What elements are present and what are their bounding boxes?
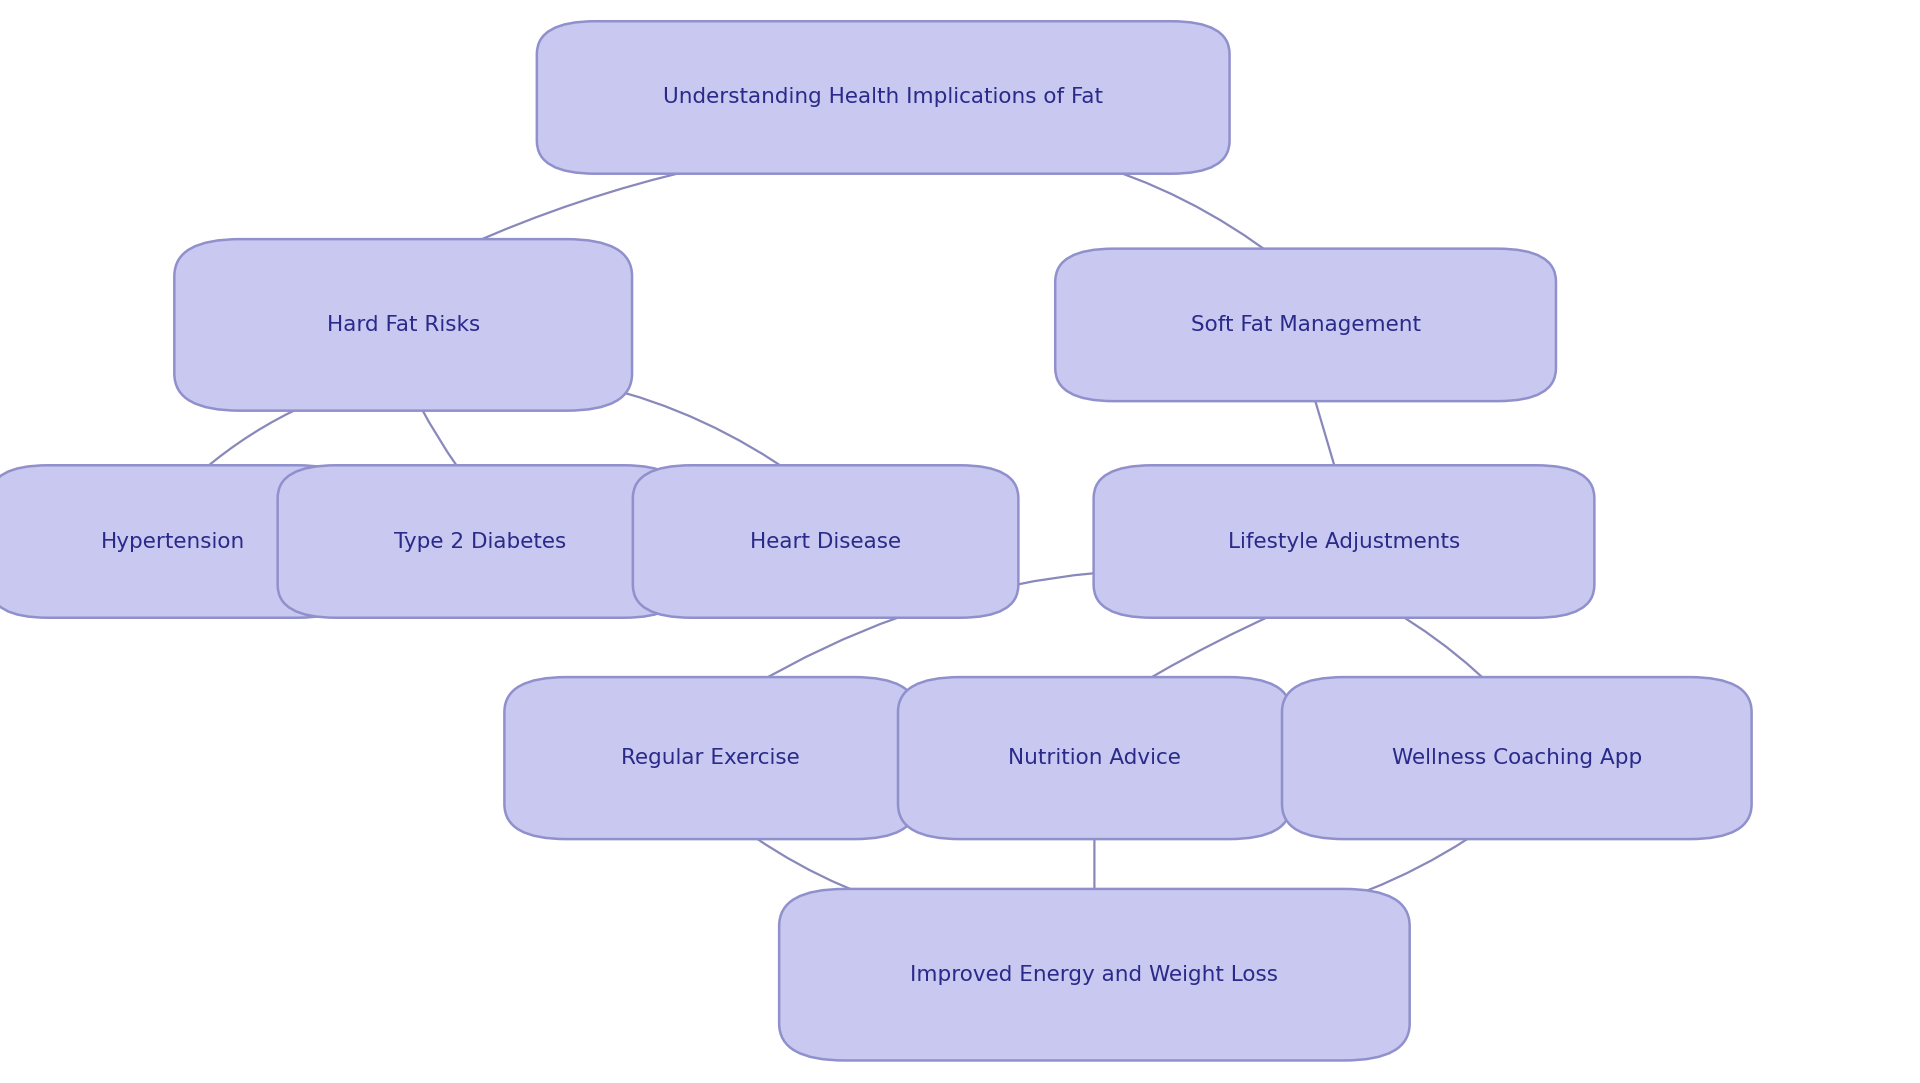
FancyBboxPatch shape (175, 239, 632, 410)
FancyBboxPatch shape (899, 677, 1290, 839)
Text: Improved Energy and Weight Loss: Improved Energy and Weight Loss (910, 965, 1279, 984)
FancyBboxPatch shape (634, 466, 1018, 617)
Text: Heart Disease: Heart Disease (751, 532, 900, 551)
FancyBboxPatch shape (780, 889, 1409, 1060)
Text: Regular Exercise: Regular Exercise (620, 748, 801, 768)
Text: Type 2 Diabetes: Type 2 Diabetes (394, 532, 566, 551)
FancyBboxPatch shape (278, 466, 682, 617)
FancyBboxPatch shape (1283, 677, 1751, 839)
Text: Hypertension: Hypertension (100, 532, 246, 551)
Text: Hard Fat Risks: Hard Fat Risks (326, 315, 480, 335)
FancyBboxPatch shape (1094, 466, 1594, 617)
Text: Understanding Health Implications of Fat: Understanding Health Implications of Fat (662, 88, 1104, 107)
Text: Wellness Coaching App: Wellness Coaching App (1392, 748, 1642, 768)
FancyBboxPatch shape (1056, 249, 1555, 401)
Text: Soft Fat Management: Soft Fat Management (1190, 315, 1421, 335)
FancyBboxPatch shape (505, 677, 916, 839)
Text: Lifestyle Adjustments: Lifestyle Adjustments (1229, 532, 1459, 551)
FancyBboxPatch shape (0, 466, 355, 617)
FancyBboxPatch shape (538, 22, 1229, 173)
Text: Nutrition Advice: Nutrition Advice (1008, 748, 1181, 768)
